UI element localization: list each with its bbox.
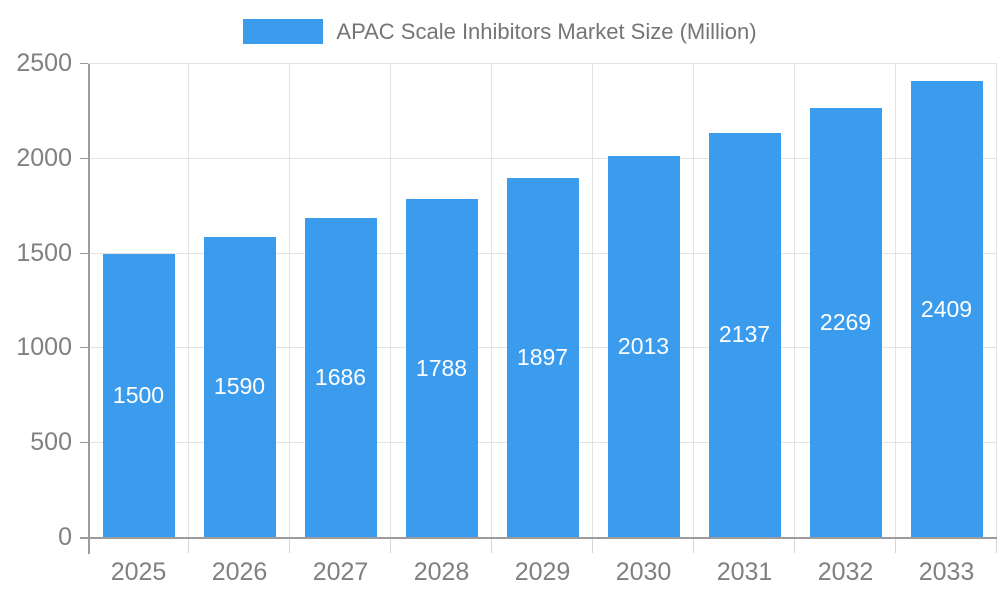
y-tick-label: 1000	[16, 333, 72, 362]
bar-value-label: 2137	[718, 321, 771, 348]
y-tick-mark	[80, 252, 88, 254]
x-tick-mark	[289, 538, 290, 553]
x-tick-label: 2032	[817, 558, 874, 586]
x-tick-mark	[390, 538, 391, 553]
bar[interactable]: 2269	[809, 107, 882, 537]
x-tick-mark	[996, 538, 997, 553]
y-grid-line	[88, 157, 997, 159]
x-grid-line	[188, 64, 189, 538]
x-grid-line	[794, 64, 795, 538]
y-tick-label: 500	[30, 428, 72, 457]
y-tick-mark	[80, 347, 88, 349]
bar-value-label: 1897	[516, 344, 569, 371]
x-grid-line	[390, 64, 391, 538]
x-tick-mark	[693, 538, 694, 553]
x-tick-label: 2026	[211, 558, 268, 586]
x-tick-label: 2030	[615, 558, 672, 586]
y-axis-line	[88, 64, 90, 554]
x-tick-label: 2029	[514, 558, 571, 586]
x-tick-mark	[592, 538, 593, 553]
y-tick-mark	[80, 442, 88, 444]
bar[interactable]: 1590	[203, 236, 276, 537]
x-grid-line	[491, 64, 492, 538]
x-grid-line	[592, 64, 593, 538]
x-grid-line	[996, 64, 997, 538]
x-grid-line	[895, 64, 896, 538]
x-tick-label: 2033	[918, 558, 975, 586]
x-tick-mark	[895, 538, 896, 553]
y-tick-label: 1500	[16, 238, 72, 267]
bar[interactable]: 1788	[405, 199, 478, 537]
bar-value-label: 2013	[617, 333, 670, 360]
x-grid-line	[693, 64, 694, 538]
x-tick-mark	[188, 538, 189, 553]
bar-value-label: 2269	[819, 308, 872, 335]
x-grid-line	[289, 64, 290, 538]
x-tick-label: 2028	[413, 558, 470, 586]
bar-chart-plot-area: 0 500 1000 1500 2000 2500 1500 2025 1590 2026 1686…	[16, 49, 997, 586]
bar-value-label: 1686	[314, 364, 367, 391]
bar[interactable]: 2137	[708, 132, 781, 537]
bar-value-label: 1788	[415, 354, 468, 381]
bar[interactable]: 2013	[607, 156, 680, 537]
legend-swatch	[243, 18, 324, 44]
x-tick-label: 2027	[312, 558, 369, 586]
bar[interactable]: 1897	[506, 178, 579, 537]
x-tick-mark	[794, 538, 795, 553]
x-tick-mark	[491, 538, 492, 553]
x-tick-label: 2025	[110, 558, 167, 586]
bar-value-label: 1500	[112, 381, 165, 408]
x-axis-line	[80, 537, 997, 539]
bar[interactable]: 1500	[102, 253, 175, 537]
y-tick-label: 2500	[16, 49, 72, 77]
legend-item[interactable]: APAC Scale Inhibitors Market Size (Milli…	[0, 14, 1000, 48]
bar[interactable]: 1686	[304, 218, 377, 537]
bar[interactable]: 2409	[910, 81, 983, 537]
y-tick-mark	[80, 63, 88, 64]
y-tick-mark	[80, 157, 88, 159]
y-tick-label: 0	[58, 523, 72, 551]
bar-value-label: 1590	[213, 373, 266, 400]
legend-label: APAC Scale Inhibitors Market Size (Milli…	[336, 18, 757, 44]
y-tick-label: 2000	[16, 143, 72, 172]
x-tick-label: 2031	[716, 558, 773, 586]
y-grid-line	[88, 63, 997, 64]
bar-value-label: 2409	[920, 295, 973, 322]
